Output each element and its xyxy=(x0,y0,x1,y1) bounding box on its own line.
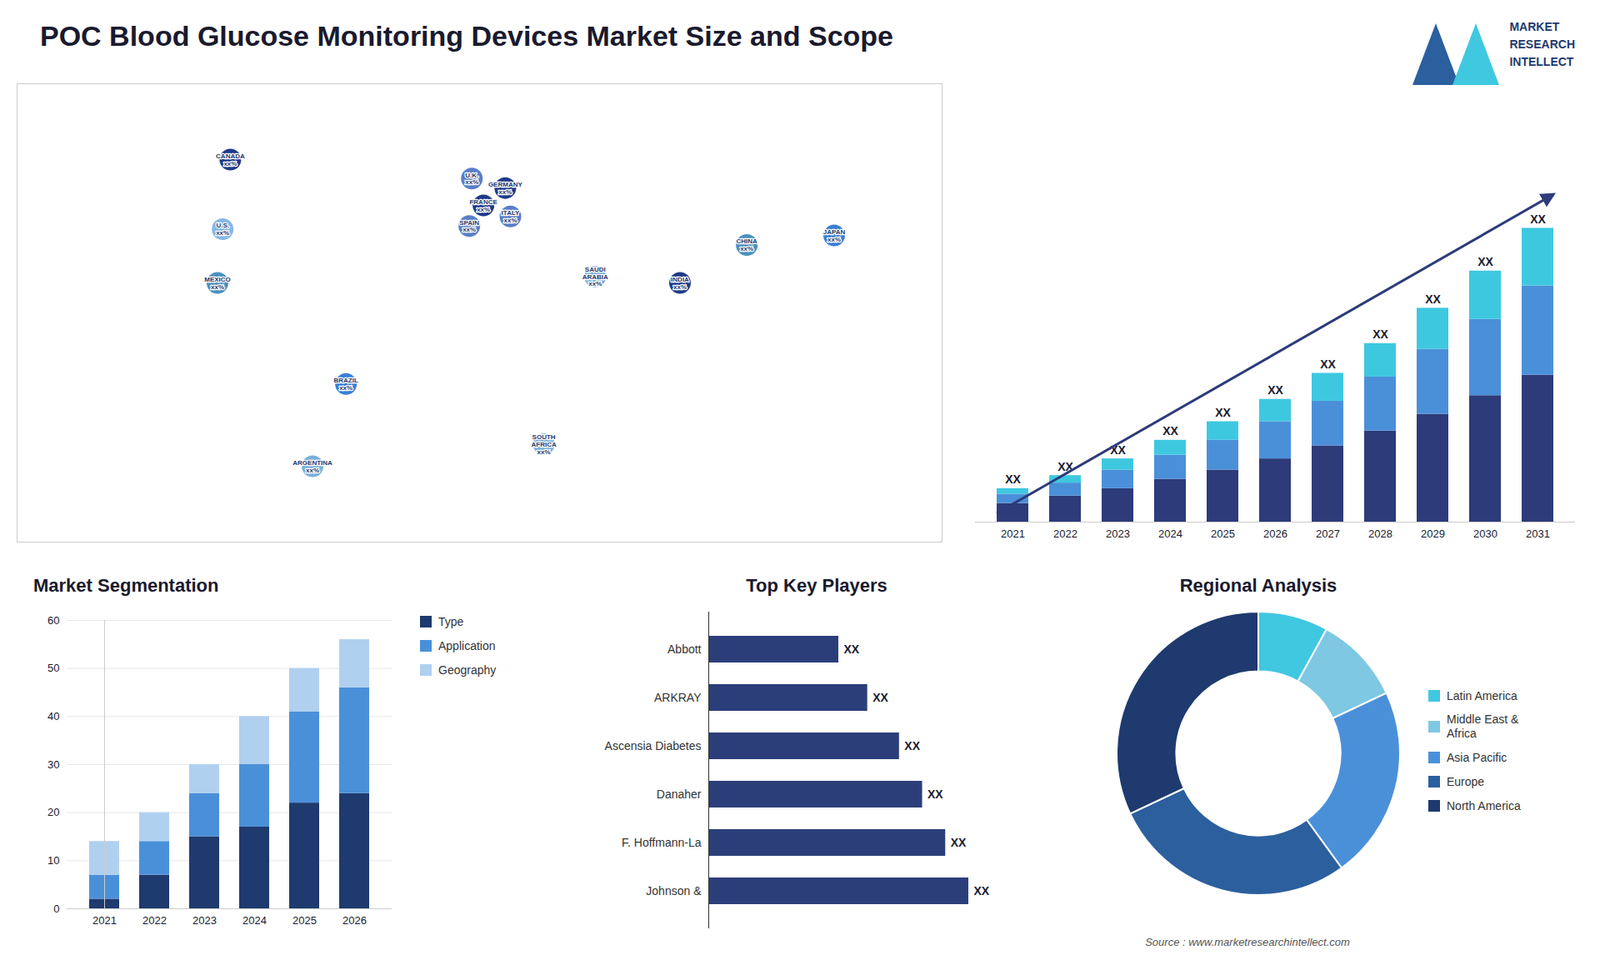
svg-text:F. Hoffmann-La: F. Hoffmann-La xyxy=(621,835,702,850)
html-text:Asia Pacific: Asia Pacific xyxy=(1446,750,1507,765)
svg-text:2024: 2024 xyxy=(1158,527,1183,540)
svg-text:XX: XX xyxy=(950,835,967,850)
svg-text:2023: 2023 xyxy=(1105,527,1130,540)
svg-text:XX: XX xyxy=(1530,212,1546,226)
svg-text:2021: 2021 xyxy=(1000,527,1025,540)
svg-text:60: 60 xyxy=(47,614,60,627)
svg-text:2025: 2025 xyxy=(1210,527,1235,540)
html-text:Source : www.marketresearchint: Source : www.marketresearchintellect.com xyxy=(1145,935,1350,949)
svg-text:XX: XX xyxy=(1057,459,1074,474)
svg-text:XX: XX xyxy=(1005,472,1021,486)
svg-text:SOUTHAFRICAxx%: SOUTHAFRICAxx% xyxy=(530,433,556,456)
svg-text:XX: XX xyxy=(927,787,944,801)
svg-text:SPAINxx%: SPAINxx% xyxy=(459,219,480,235)
svg-text:2025: 2025 xyxy=(292,914,317,927)
svg-text:ITALYxx%: ITALYxx% xyxy=(501,209,520,225)
svg-text:INDIAxx%: INDIAxx% xyxy=(670,275,690,291)
svg-text:SAUDIARABIAxx%: SAUDIARABIAxx% xyxy=(582,265,609,289)
html-text:Middle East & Africa: Middle East & Africa xyxy=(1446,712,1519,741)
svg-text:2023: 2023 xyxy=(192,914,217,927)
svg-text:CANADAxx%: CANADAxx% xyxy=(215,152,245,168)
svg-text:XX: XX xyxy=(1372,327,1389,341)
html-text:Europe: Europe xyxy=(1446,774,1485,789)
svg-text:2026: 2026 xyxy=(1263,527,1288,540)
svg-text:GERMANYxx%: GERMANYxx% xyxy=(488,180,524,196)
html-text:POC Blood Glucose Monitoring D: POC Blood Glucose Monitoring Devices Mar… xyxy=(40,20,894,52)
svg-text:Johnson &: Johnson & xyxy=(645,884,702,898)
svg-text:20: 20 xyxy=(47,805,60,819)
svg-text:XX: XX xyxy=(1320,357,1336,371)
svg-text:XX: XX xyxy=(1477,255,1494,269)
svg-text:XX: XX xyxy=(974,884,990,898)
svg-text:U.S.xx%: U.S.xx% xyxy=(215,221,230,237)
svg-text:FRANCExx%: FRANCExx% xyxy=(469,198,498,214)
svg-text:BRAZILxx%: BRAZILxx% xyxy=(334,376,359,392)
html-text:Market Segmentation: Market Segmentation xyxy=(33,575,219,596)
html-text:Top Key Players: Top Key Players xyxy=(746,575,888,596)
svg-text:ARGENTINAxx%: ARGENTINAxx% xyxy=(292,459,333,475)
svg-text:2031: 2031 xyxy=(1525,527,1550,540)
html-text:Type: Type xyxy=(438,615,464,629)
svg-text:2030: 2030 xyxy=(1473,527,1498,540)
svg-text:XX: XX xyxy=(904,739,920,753)
svg-text:Danaher: Danaher xyxy=(656,787,702,801)
html-text:Geography: Geography xyxy=(438,663,497,677)
html-text:MARKET RESEARCH INTELLECT: MARKET RESEARCH INTELLECT xyxy=(1509,20,1575,69)
svg-text:XX: XX xyxy=(1110,443,1126,457)
svg-text:XX: XX xyxy=(1162,424,1179,438)
html-text:Regional Analysis: Regional Analysis xyxy=(1179,575,1337,596)
svg-text:10: 10 xyxy=(47,854,60,867)
svg-text:2029: 2029 xyxy=(1420,527,1445,540)
svg-text:0: 0 xyxy=(53,902,60,915)
svg-text:2024: 2024 xyxy=(242,914,267,927)
svg-text:2022: 2022 xyxy=(142,914,167,927)
svg-text:XX: XX xyxy=(1267,383,1284,397)
svg-text:XX: XX xyxy=(844,642,860,656)
svg-text:XX: XX xyxy=(1425,292,1441,306)
svg-text:50: 50 xyxy=(47,661,60,675)
svg-text:CHINAxx%: CHINAxx% xyxy=(735,237,758,253)
html-text:Application: Application xyxy=(438,639,496,653)
svg-text:2028: 2028 xyxy=(1368,527,1393,540)
svg-text:Ascensia Diabetes: Ascensia Diabetes xyxy=(605,739,702,753)
svg-text:ARKRAY: ARKRAY xyxy=(654,690,702,705)
svg-text:Abbott: Abbott xyxy=(667,642,702,656)
svg-text:2026: 2026 xyxy=(342,914,367,927)
svg-text:2021: 2021 xyxy=(92,914,117,927)
svg-text:JAPANxx%: JAPANxx% xyxy=(823,228,846,244)
svg-text:2022: 2022 xyxy=(1053,527,1078,540)
svg-text:XX: XX xyxy=(872,690,889,705)
svg-text:MEXICOxx%: MEXICOxx% xyxy=(204,275,231,291)
html-text:North America: North America xyxy=(1446,798,1521,813)
svg-text:2027: 2027 xyxy=(1315,527,1340,540)
html-text:Latin America: Latin America xyxy=(1446,688,1518,703)
svg-text:30: 30 xyxy=(47,758,60,771)
svg-text:40: 40 xyxy=(47,710,60,723)
svg-text:XX: XX xyxy=(1215,405,1231,420)
svg-text:U.K.xx%: U.K.xx% xyxy=(465,171,479,187)
